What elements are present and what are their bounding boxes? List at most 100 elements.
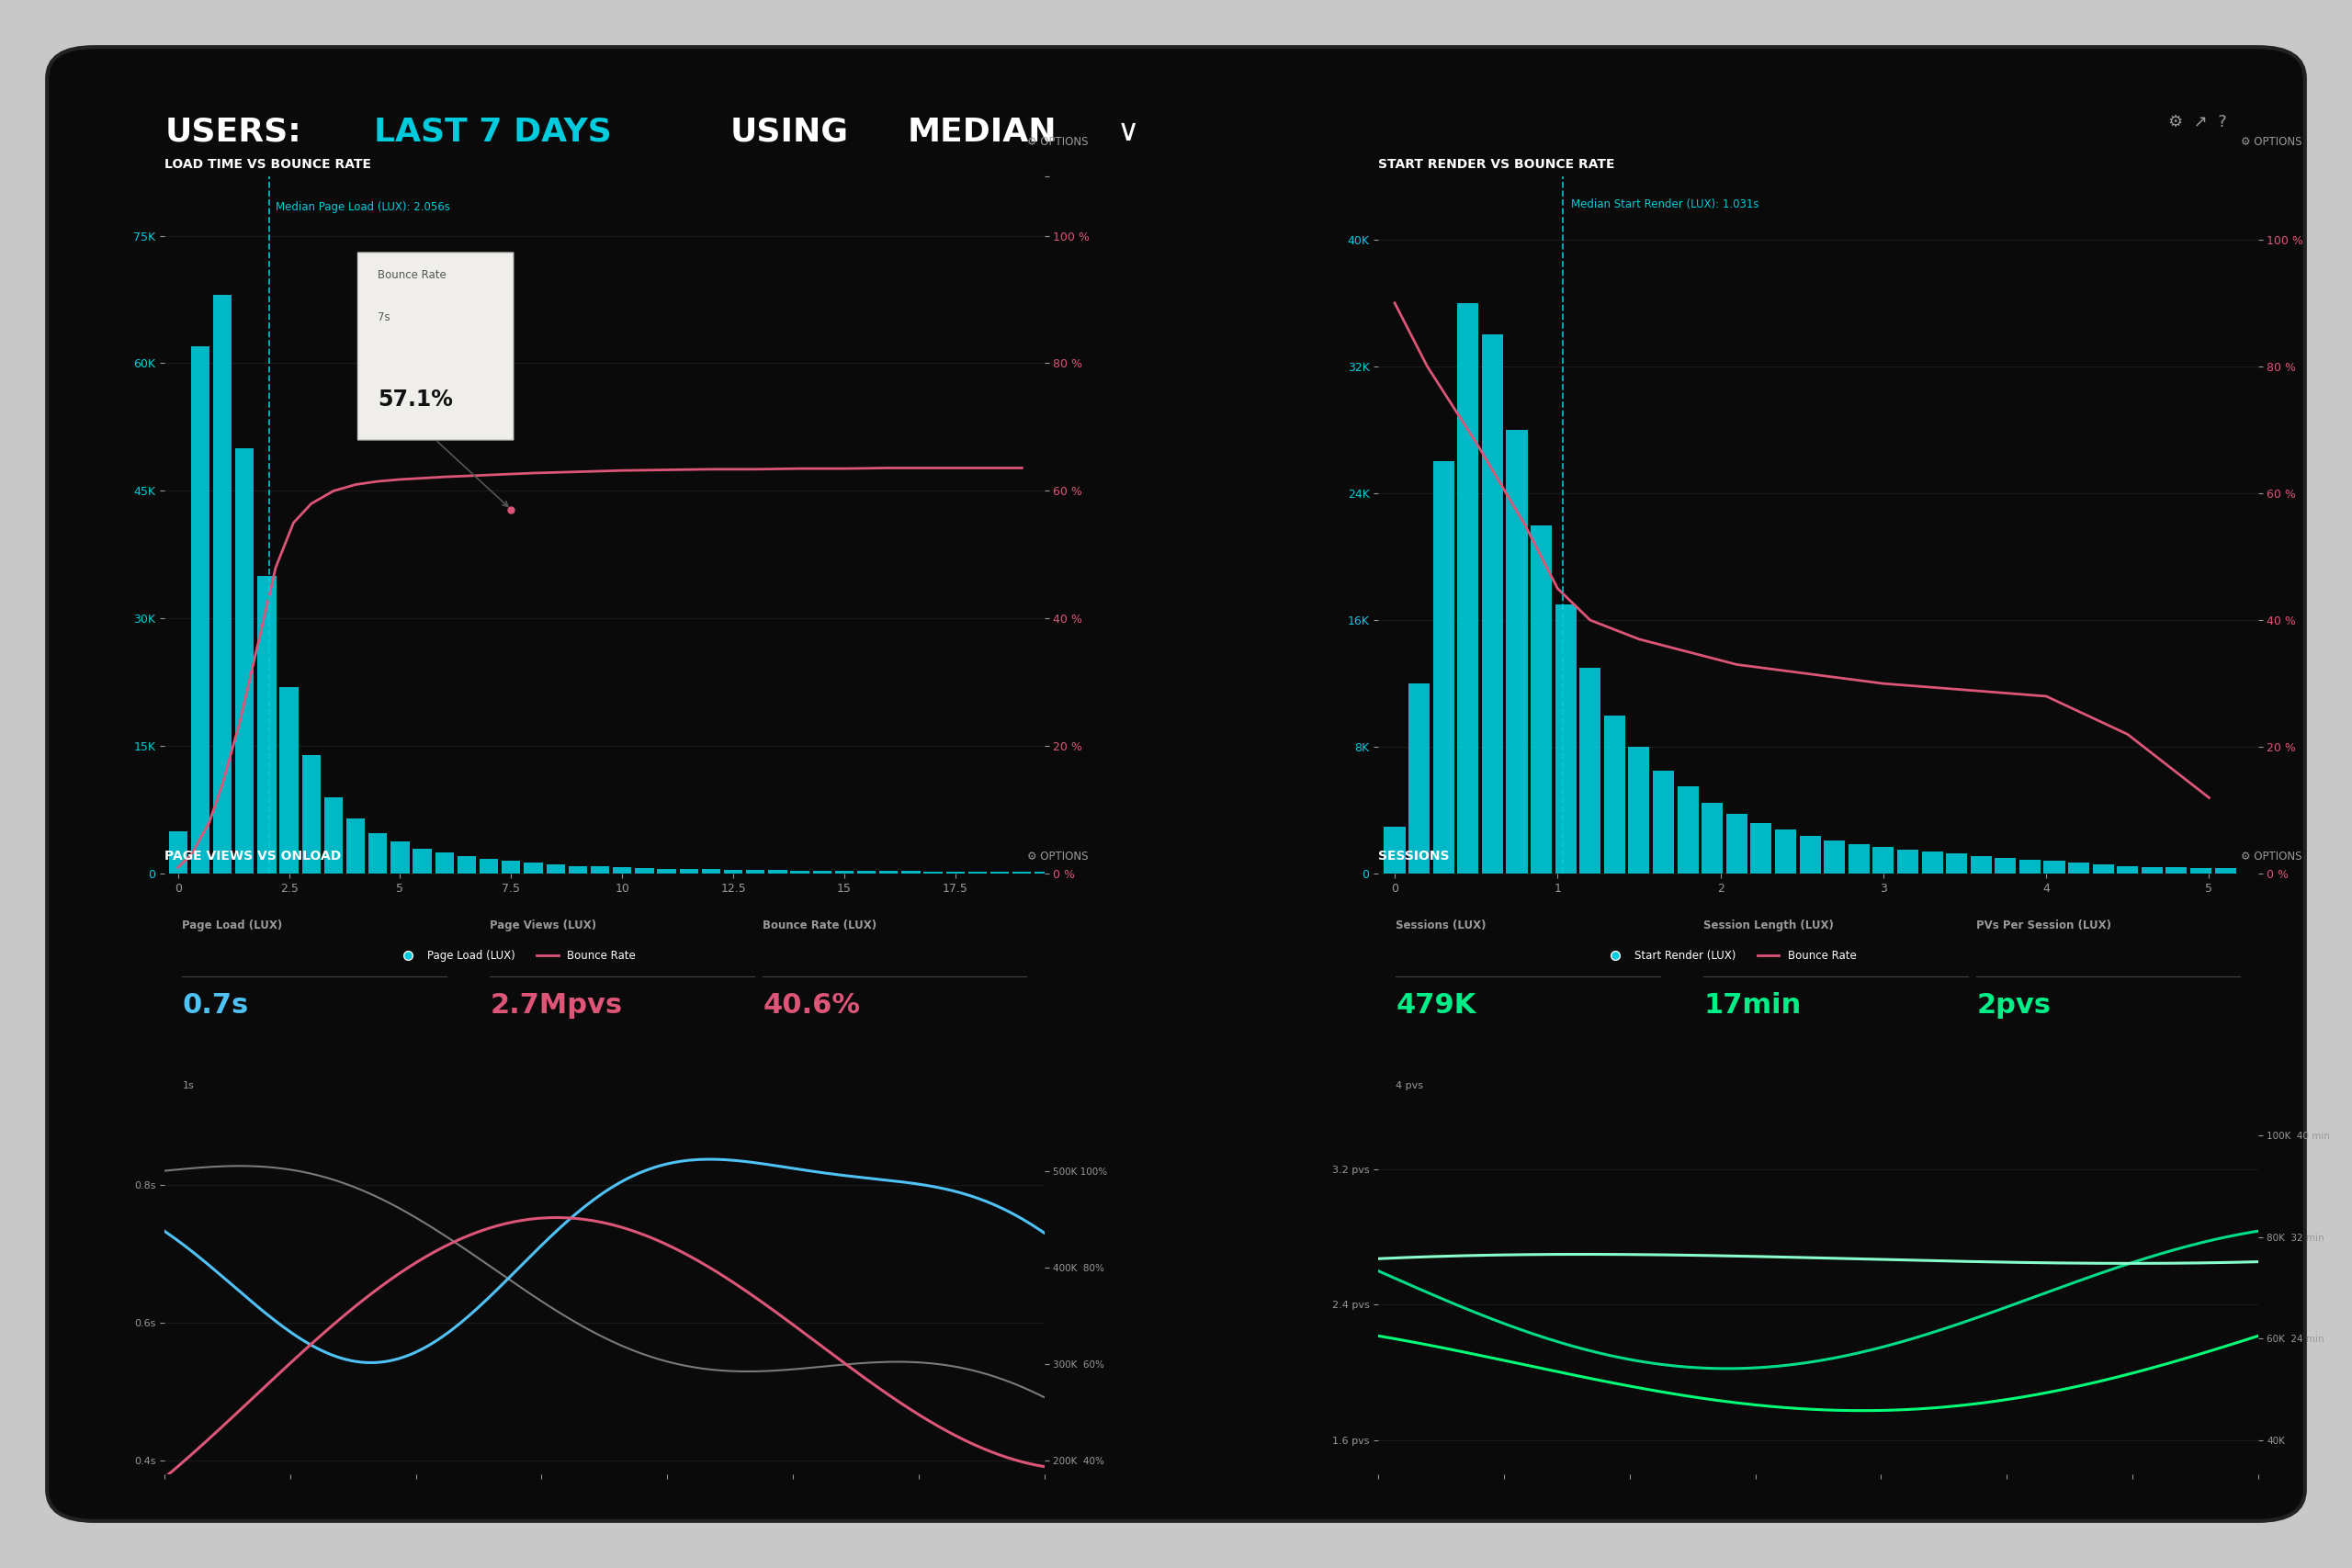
Bar — [1581, 668, 1602, 873]
Text: 17min: 17min — [1703, 993, 1802, 1019]
Bar — [546, 864, 564, 873]
Bar — [2044, 861, 2065, 873]
Bar — [769, 870, 788, 873]
Text: USERS:: USERS: — [165, 116, 301, 147]
Bar — [346, 818, 365, 873]
Bar — [169, 831, 188, 873]
Text: PVs Per Session (LUX): PVs Per Session (LUX) — [1976, 919, 2112, 931]
Bar — [1531, 525, 1552, 873]
Bar — [1505, 430, 1526, 873]
Text: LOAD TIME VS BOUNCE RATE: LOAD TIME VS BOUNCE RATE — [165, 158, 372, 171]
Bar — [1799, 836, 1820, 873]
Bar — [946, 872, 964, 873]
Bar — [790, 870, 809, 873]
Bar — [901, 872, 920, 873]
FancyBboxPatch shape — [358, 252, 513, 441]
Text: ⚙ OPTIONS: ⚙ OPTIONS — [2241, 850, 2303, 862]
Bar — [856, 870, 875, 873]
Text: USING: USING — [729, 116, 849, 147]
Bar — [1432, 461, 1454, 873]
Text: 4 pvs: 4 pvs — [1397, 1082, 1423, 1090]
Bar — [280, 687, 299, 873]
Bar — [835, 870, 854, 873]
Bar — [701, 869, 720, 873]
Text: 2.7Mpvs: 2.7Mpvs — [489, 993, 623, 1019]
Bar — [724, 870, 743, 873]
Bar — [1653, 771, 1675, 873]
Bar — [414, 848, 433, 873]
Bar — [1458, 303, 1479, 873]
Bar — [2216, 869, 2237, 873]
Bar — [1677, 787, 1698, 873]
Bar — [1628, 746, 1649, 873]
Bar — [1872, 847, 1893, 873]
Bar — [456, 856, 475, 873]
Text: Bounce Rate: Bounce Rate — [379, 270, 447, 281]
FancyBboxPatch shape — [47, 47, 2305, 1521]
Bar — [2166, 867, 2187, 873]
Text: SESSIONS: SESSIONS — [1378, 850, 1449, 862]
Bar — [1409, 684, 1430, 873]
Bar — [569, 866, 588, 873]
Bar — [880, 872, 898, 873]
Text: ⚙ OPTIONS: ⚙ OPTIONS — [1028, 850, 1089, 862]
Bar — [1971, 856, 1992, 873]
Bar — [2067, 862, 2089, 873]
Bar — [2140, 867, 2161, 873]
Text: Page Views (LUX): Page Views (LUX) — [489, 919, 597, 931]
Bar — [214, 295, 233, 873]
Text: ⚙ OPTIONS: ⚙ OPTIONS — [2241, 136, 2303, 149]
Text: 57.1%: 57.1% — [379, 389, 454, 411]
Bar — [1823, 840, 1844, 873]
Bar — [235, 448, 254, 873]
Bar — [390, 842, 409, 873]
Text: Sessions (LUX): Sessions (LUX) — [1397, 919, 1486, 931]
Bar — [1555, 604, 1576, 873]
Text: Bounce Rate (LUX): Bounce Rate (LUX) — [762, 919, 877, 931]
Text: 479K: 479K — [1397, 993, 1477, 1019]
Text: Session Length (LUX): Session Length (LUX) — [1703, 919, 1835, 931]
Legend: Page Load (LUX), Bounce Rate: Page Load (LUX), Bounce Rate — [393, 946, 640, 966]
Text: PAGE VIEWS VS ONLOAD: PAGE VIEWS VS ONLOAD — [165, 850, 341, 862]
Bar — [1383, 826, 1404, 873]
Bar — [1776, 829, 1797, 873]
Bar — [1604, 715, 1625, 873]
Bar — [814, 870, 830, 873]
Text: ⚙ OPTIONS: ⚙ OPTIONS — [1028, 136, 1089, 149]
Bar — [1898, 850, 1919, 873]
Bar — [435, 853, 454, 873]
Bar — [1849, 844, 1870, 873]
Text: Median Start Render (LUX): 1.031s: Median Start Render (LUX): 1.031s — [1571, 199, 1759, 210]
Bar — [2020, 859, 2042, 873]
Text: ∨: ∨ — [1117, 118, 1138, 147]
Bar — [301, 754, 320, 873]
Bar — [501, 861, 520, 873]
Bar — [1014, 872, 1030, 873]
Bar — [191, 347, 209, 873]
Bar — [1994, 858, 2016, 873]
Bar — [746, 870, 764, 873]
Text: 2pvs: 2pvs — [1976, 993, 2051, 1019]
Text: ⚙  ↗  ?: ⚙ ↗ ? — [2169, 114, 2227, 130]
Text: LAST 7 DAYS: LAST 7 DAYS — [374, 116, 612, 147]
Bar — [1035, 872, 1054, 873]
Bar — [969, 872, 988, 873]
Bar — [590, 867, 609, 873]
Bar — [1726, 814, 1748, 873]
Bar — [325, 797, 343, 873]
Bar — [480, 859, 499, 873]
Bar — [256, 575, 275, 873]
Bar — [680, 869, 699, 873]
Text: 7s: 7s — [379, 312, 390, 323]
Bar — [614, 867, 630, 873]
Bar — [2117, 866, 2138, 873]
Bar — [2190, 869, 2211, 873]
Bar — [1945, 853, 1966, 873]
Bar — [1482, 334, 1503, 873]
Text: 40.6%: 40.6% — [762, 993, 861, 1019]
Text: Median Page Load (LUX): 2.056s: Median Page Load (LUX): 2.056s — [275, 201, 449, 213]
Text: START RENDER VS BOUNCE RATE: START RENDER VS BOUNCE RATE — [1378, 158, 1616, 171]
Bar — [635, 869, 654, 873]
Bar — [1922, 851, 1943, 873]
Bar — [2093, 864, 2114, 873]
